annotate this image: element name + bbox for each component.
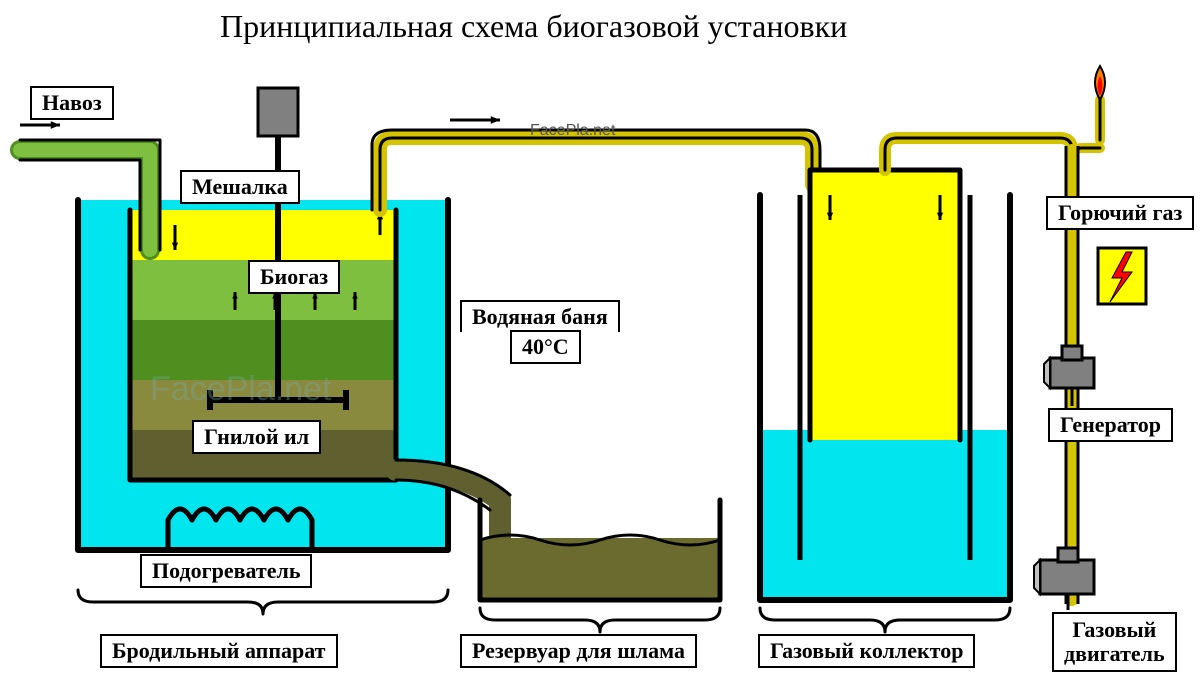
gas-engine-label: Газовыйдвигатель [1052, 612, 1177, 672]
gas-collector-label: Газовый коллектор [758, 634, 975, 668]
water-bath-label: Водяная баня [460, 300, 620, 332]
mixer-label: Мешалка [180, 170, 300, 204]
heater-label: Подогреватель [140, 554, 312, 588]
sludge-label: Гнилой ил [192, 420, 321, 454]
manure-label: Навоз [30, 86, 114, 120]
watermark-text: FacePla.net [530, 122, 615, 140]
generator-label: Генератор [1048, 408, 1173, 442]
biogas-label: Биогаз [248, 260, 340, 294]
diagram-title: Принципиальная схема биогазовой установк… [220, 8, 847, 45]
water-bath-temp: 40°C [510, 330, 581, 364]
svg-text:FacePla.net: FacePla.net [150, 370, 332, 408]
sludge-tank-label: Резервуар для шлама [460, 634, 697, 668]
fermenter-label: Бродильный аппарат [100, 634, 338, 668]
combustible-gas-label: Горючий газ [1046, 196, 1194, 230]
